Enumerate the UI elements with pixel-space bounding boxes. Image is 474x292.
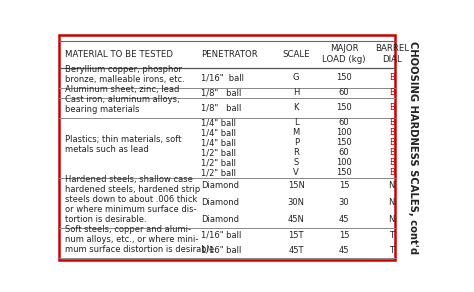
Text: steels down to about .006 thick: steels down to about .006 thick — [65, 195, 197, 204]
Text: B: B — [389, 128, 395, 137]
Text: B: B — [389, 103, 395, 112]
Text: G: G — [293, 73, 300, 82]
Text: 15N: 15N — [288, 181, 305, 190]
Text: B: B — [389, 138, 395, 147]
Text: Soft steels, copper and alumi-: Soft steels, copper and alumi- — [65, 225, 191, 234]
Text: 60: 60 — [338, 118, 349, 127]
Text: BARREL
DIAL: BARREL DIAL — [374, 44, 409, 64]
Text: 60: 60 — [338, 88, 349, 97]
Text: N: N — [389, 215, 395, 224]
Text: MATERIAL TO BE TESTED: MATERIAL TO BE TESTED — [65, 50, 173, 59]
Text: B: B — [389, 118, 395, 127]
Text: 1/16" ball: 1/16" ball — [201, 231, 241, 240]
Text: Plastics; thin materials, soft: Plastics; thin materials, soft — [65, 135, 181, 144]
Text: 100: 100 — [336, 128, 352, 137]
Text: 45N: 45N — [288, 215, 305, 224]
Text: 1/8"   ball: 1/8" ball — [201, 103, 241, 112]
Text: CHOOSING HARDNESS SCALES, cont'd: CHOOSING HARDNESS SCALES, cont'd — [408, 41, 418, 254]
Text: 30: 30 — [338, 198, 349, 207]
Text: B: B — [389, 88, 395, 97]
Text: 150: 150 — [336, 138, 352, 147]
Text: tortion is desirable.: tortion is desirable. — [65, 215, 146, 224]
Text: 150: 150 — [336, 73, 352, 82]
Text: R: R — [293, 148, 299, 157]
Text: Aluminum sheet, zinc, lead: Aluminum sheet, zinc, lead — [65, 85, 179, 94]
Text: 1/2" ball: 1/2" ball — [201, 168, 236, 177]
Text: or where minimum surface dis-: or where minimum surface dis- — [65, 205, 196, 214]
Text: 1/16" ball: 1/16" ball — [201, 246, 241, 255]
Text: 15: 15 — [339, 231, 349, 240]
Text: N: N — [389, 181, 395, 190]
Text: 45: 45 — [339, 215, 349, 224]
FancyBboxPatch shape — [59, 35, 395, 260]
Text: B: B — [389, 148, 395, 157]
Text: 150: 150 — [336, 103, 352, 112]
Text: T: T — [389, 246, 394, 255]
Text: 45T: 45T — [289, 246, 304, 255]
Text: 1/4" ball: 1/4" ball — [201, 118, 236, 127]
Text: Diamond: Diamond — [201, 198, 239, 207]
Text: Diamond: Diamond — [201, 181, 239, 190]
Text: B: B — [389, 158, 395, 167]
Text: 1/16"  ball: 1/16" ball — [201, 73, 244, 82]
Text: metals such as lead: metals such as lead — [65, 145, 148, 154]
Text: hardened steels, hardened strip: hardened steels, hardened strip — [65, 185, 200, 194]
Text: 15T: 15T — [289, 231, 304, 240]
Text: Hardened steels, shallow case: Hardened steels, shallow case — [65, 175, 192, 184]
Text: Diamond: Diamond — [201, 215, 239, 224]
Text: bearing materials: bearing materials — [65, 105, 139, 114]
Text: S: S — [293, 158, 299, 167]
Text: SCALE: SCALE — [283, 50, 310, 59]
Text: T: T — [389, 231, 394, 240]
Text: B: B — [389, 168, 395, 177]
Text: M: M — [292, 128, 300, 137]
Text: 15: 15 — [339, 181, 349, 190]
Text: 1/4" ball: 1/4" ball — [201, 128, 236, 137]
Text: num alloys, etc., or where mini-: num alloys, etc., or where mini- — [65, 235, 198, 244]
Text: 30N: 30N — [288, 198, 305, 207]
Text: N: N — [389, 198, 395, 207]
Text: P: P — [293, 138, 299, 147]
Text: Beryllium copper, phosphor: Beryllium copper, phosphor — [65, 65, 182, 74]
Text: 100: 100 — [336, 158, 352, 167]
Text: 60: 60 — [338, 148, 349, 157]
Text: mum surface distortion is desirable.: mum surface distortion is desirable. — [65, 245, 217, 254]
Text: 1/2" ball: 1/2" ball — [201, 148, 236, 157]
Text: 1/8"   ball: 1/8" ball — [201, 88, 241, 97]
Text: K: K — [293, 103, 299, 112]
Text: L: L — [294, 118, 299, 127]
Text: 1/2" ball: 1/2" ball — [201, 158, 236, 167]
Text: Cast iron, aluminum alloys,: Cast iron, aluminum alloys, — [65, 95, 179, 104]
Text: 45: 45 — [339, 246, 349, 255]
Text: B: B — [389, 73, 395, 82]
Text: PENETRATOR: PENETRATOR — [201, 50, 257, 59]
Text: 150: 150 — [336, 168, 352, 177]
Text: bronze, malleable irons, etc.: bronze, malleable irons, etc. — [65, 75, 184, 84]
Text: MAJOR
LOAD (kg): MAJOR LOAD (kg) — [322, 44, 366, 64]
Text: 1/4" ball: 1/4" ball — [201, 138, 236, 147]
Text: V: V — [293, 168, 299, 177]
Text: H: H — [293, 88, 300, 97]
